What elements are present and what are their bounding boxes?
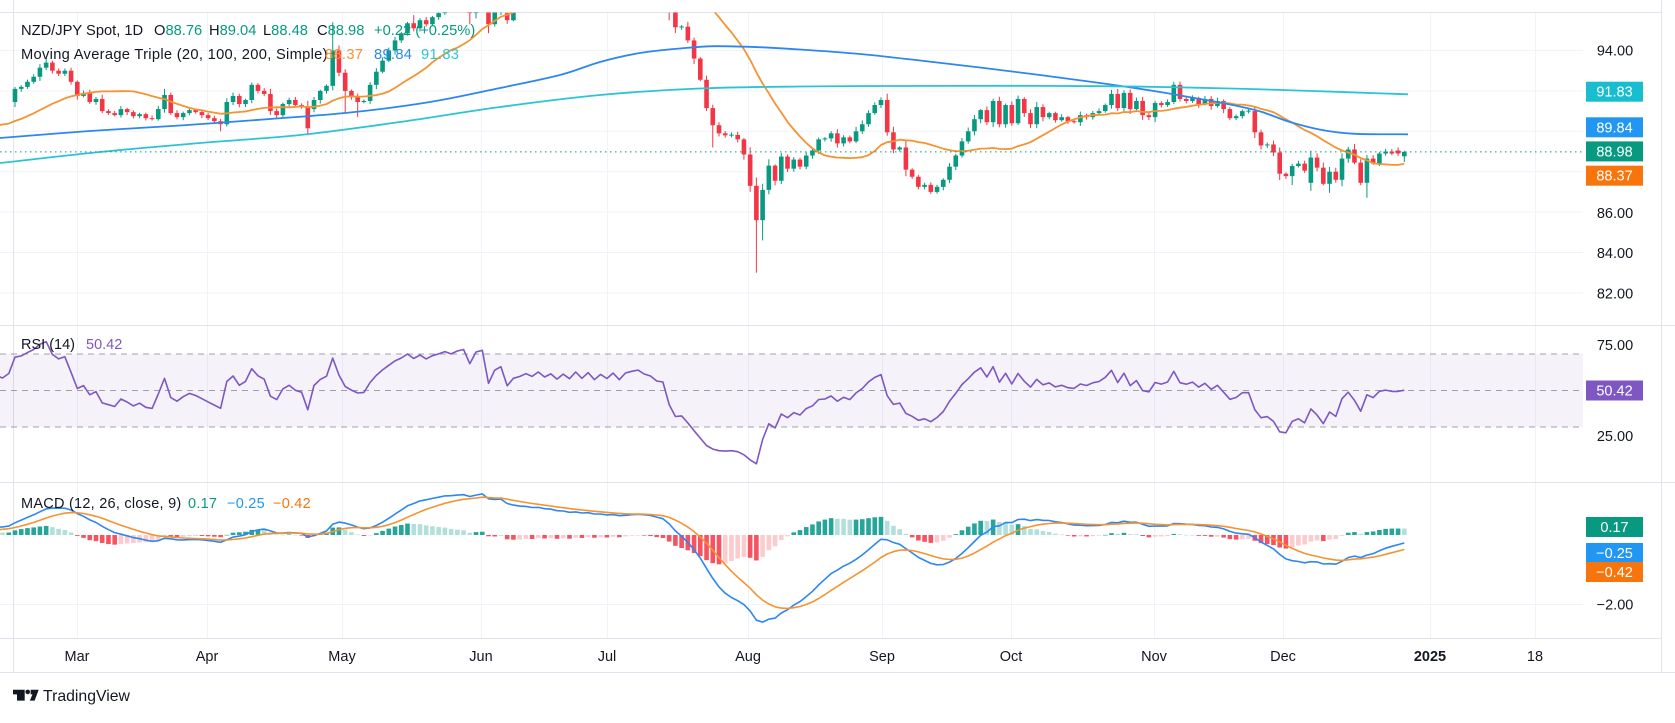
svg-text:RSI (14) 50.42: RSI (14) 50.42 [21, 337, 122, 353]
svg-text:Nov: Nov [1141, 649, 1168, 665]
svg-text:Sep: Sep [869, 649, 895, 665]
svg-text:Moving Average Triple (20, 100: Moving Average Triple (20, 100, 200, Sim… [21, 47, 459, 63]
svg-text:50.42: 50.42 [1596, 384, 1632, 400]
svg-text:Aug: Aug [735, 649, 761, 665]
svg-text:25.00: 25.00 [1597, 429, 1633, 445]
svg-text:82.00: 82.00 [1597, 287, 1633, 303]
svg-text:TradingView: TradingView [43, 688, 131, 705]
svg-text:Jun: Jun [469, 649, 492, 665]
svg-text:88.37: 88.37 [1596, 169, 1632, 185]
svg-text:75.00: 75.00 [1597, 338, 1633, 354]
svg-text:84.00: 84.00 [1597, 246, 1633, 262]
svg-text:2025: 2025 [1414, 649, 1446, 665]
svg-text:91.83: 91.83 [1596, 85, 1632, 101]
svg-text:−0.42: −0.42 [1596, 565, 1633, 581]
svg-text:MACD (12, 26, close, 9) 0.17−0: MACD (12, 26, close, 9) 0.17 −0.25 −0.42 [21, 496, 311, 512]
svg-text:Dec: Dec [1270, 649, 1296, 665]
svg-text:86.00: 86.00 [1597, 206, 1633, 222]
svg-text:Mar: Mar [65, 649, 90, 665]
svg-text:94.00: 94.00 [1597, 44, 1633, 60]
svg-text:0.17: 0.17 [1600, 520, 1628, 536]
svg-text:Oct: Oct [1000, 649, 1023, 665]
svg-text:May: May [328, 649, 356, 665]
svg-text:Apr: Apr [196, 649, 219, 665]
svg-text:−0.25: −0.25 [1596, 546, 1633, 562]
svg-text:−2.00: −2.00 [1597, 598, 1634, 614]
svg-text:89.84: 89.84 [1596, 120, 1632, 136]
svg-text:18: 18 [1527, 649, 1543, 665]
svg-text:88.98: 88.98 [1596, 144, 1632, 160]
svg-text:Jul: Jul [598, 649, 617, 665]
